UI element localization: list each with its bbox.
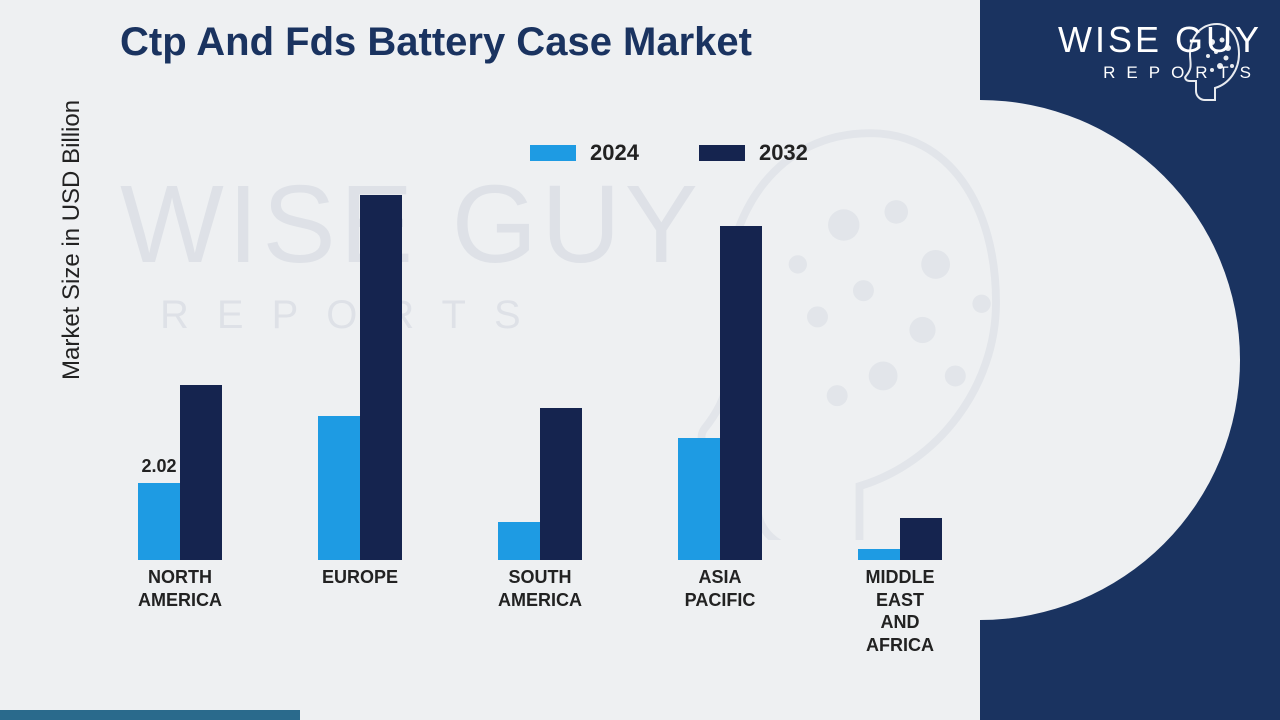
legend-label-2032: 2032: [759, 140, 808, 166]
legend: 2024 2032: [530, 140, 808, 166]
bar-2032: [900, 518, 942, 560]
x-axis-category-label: ASIAPACIFIC: [650, 566, 790, 611]
bar-2024: [498, 522, 540, 560]
chart-plot-area: 2.02NORTHAMERICAEUROPESOUTHAMERICAASIAPA…: [110, 180, 960, 560]
x-axis-category-label: MIDDLEEASTANDAFRICA: [830, 566, 970, 656]
bar-2032: [360, 195, 402, 560]
bar-2032: [180, 385, 222, 560]
legend-swatch-2032: [699, 145, 745, 161]
stage: WISE GUY REPORTS Ctp And Fds Battery Cas…: [0, 0, 1280, 720]
bottom-accent-bar: [0, 710, 300, 720]
bar-2024: [858, 549, 900, 560]
bar-2024: [318, 416, 360, 560]
brand-head-icon: [1182, 22, 1252, 102]
legend-item-2032: 2032: [699, 140, 808, 166]
bar-2024: [678, 438, 720, 560]
x-axis-category-label: NORTHAMERICA: [110, 566, 250, 611]
bar-2024: [138, 483, 180, 560]
x-axis-category-label: EUROPE: [290, 566, 430, 589]
bar-2032: [540, 408, 582, 560]
legend-swatch-2024: [530, 145, 576, 161]
bar-2032: [720, 226, 762, 560]
chart-title: Ctp And Fds Battery Case Market: [120, 20, 752, 65]
legend-item-2024: 2024: [530, 140, 639, 166]
y-axis-label: Market Size in USD Billion: [58, 100, 86, 380]
bar-value-label: 2.02: [141, 456, 176, 477]
x-axis-category-label: SOUTHAMERICA: [470, 566, 610, 611]
legend-label-2024: 2024: [590, 140, 639, 166]
